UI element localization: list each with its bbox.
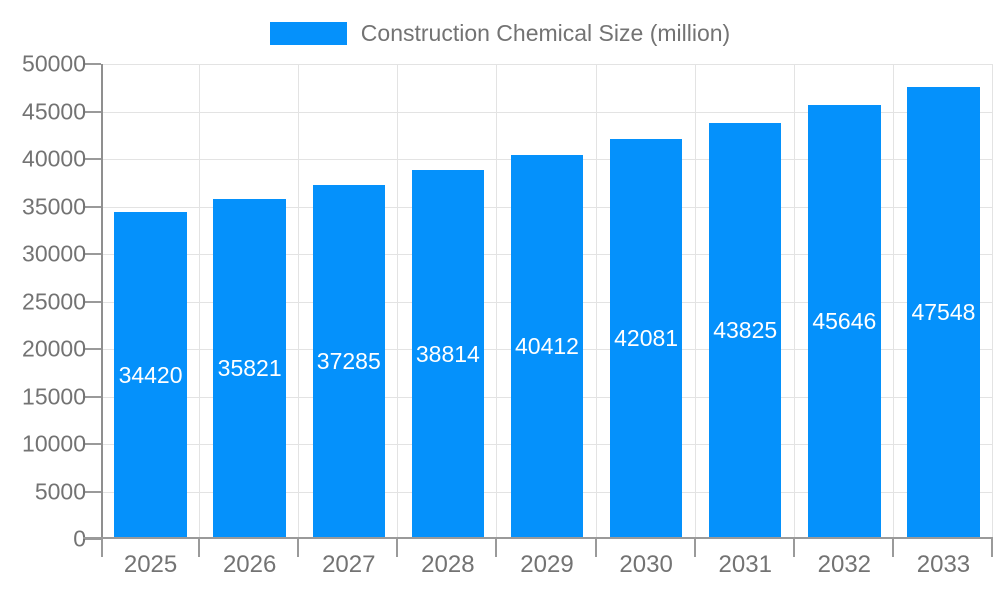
- x-axis-labels: 2025 2026 2027 2028 2029 2030 2031 2032 2033: [101, 551, 993, 583]
- y-axis-tick: [83, 63, 101, 65]
- legend-swatch-icon: [269, 21, 347, 45]
- y-tick-label: 30000: [22, 240, 86, 267]
- bar-2031[interactable]: 43825: [709, 122, 782, 539]
- y-tick-label: 25000: [22, 288, 86, 314]
- gridline-vertical: [397, 64, 399, 539]
- y-tick-label: 35000: [22, 193, 86, 219]
- y-tick-label: 20000: [22, 335, 86, 362]
- x-tick-label: 2026: [222, 551, 277, 578]
- y-axis-tick: [83, 110, 101, 113]
- x-tick-label: 2032: [817, 551, 872, 578]
- gridline-vertical: [694, 64, 696, 539]
- y-tick-label: 15000: [22, 383, 86, 409]
- gridline-vertical: [892, 64, 894, 539]
- x-tick-label: 2033: [916, 551, 971, 578]
- y-axis-tick: [83, 490, 101, 493]
- gridline-vertical: [298, 64, 300, 539]
- bar-2033[interactable]: 47548: [907, 87, 980, 539]
- bar-2029[interactable]: 40412: [510, 155, 584, 539]
- y-axis-tick: [83, 395, 101, 398]
- y-tick-label: 10000: [22, 430, 86, 457]
- y-axis-tick: [83, 348, 101, 350]
- x-tick-label: 2031: [718, 551, 772, 578]
- bar-2026[interactable]: 35821: [213, 198, 286, 539]
- x-tick-label: 2025: [123, 551, 178, 578]
- y-axis-tick: [83, 443, 101, 445]
- y-tick-label: 40000: [22, 145, 86, 172]
- bar-2032[interactable]: 45646: [808, 105, 881, 539]
- bar-value-label: 45646: [812, 308, 877, 335]
- y-axis-line: [101, 64, 103, 539]
- y-axis-tick: [83, 205, 101, 208]
- bar-2025[interactable]: 34420: [114, 212, 187, 539]
- gridline-vertical: [496, 64, 498, 539]
- legend[interactable]: Construction Chemical Size (million): [0, 20, 1000, 46]
- bar-value-label: 43825: [713, 317, 778, 344]
- gridline-vertical: [793, 64, 795, 539]
- bar-value-label: 34420: [118, 361, 183, 388]
- bar-value-label: 37285: [316, 348, 381, 375]
- y-tick-label: 45000: [22, 98, 86, 124]
- gridline-vertical: [199, 64, 201, 539]
- x-axis-tick: [396, 539, 399, 557]
- bar-2030[interactable]: 42081: [609, 139, 683, 539]
- x-axis-tick: [693, 539, 696, 557]
- x-tick-label: 2028: [421, 551, 475, 578]
- bar-value-label: 42081: [614, 325, 679, 352]
- y-axis-labels: 0 5000 10000 15000 20000 25000 30000 35000 40000…: [0, 52, 86, 550]
- bar-2028[interactable]: 38814: [411, 170, 485, 539]
- gridline-vertical: [992, 64, 993, 539]
- gridline-horizontal: [101, 64, 993, 65]
- x-axis-tick: [198, 539, 201, 557]
- x-tick-label: 2029: [520, 551, 574, 578]
- x-axis-tick: [594, 539, 597, 557]
- x-axis-line: [83, 537, 993, 539]
- y-tick-label: 50000: [22, 50, 86, 77]
- x-axis-tick: [297, 539, 300, 557]
- bar-value-label: 40412: [515, 333, 579, 360]
- gridline-horizontal: [101, 111, 993, 113]
- bar-value-label: 38814: [415, 340, 480, 367]
- y-tick-label: 5000: [34, 478, 86, 504]
- y-axis-tick: [83, 253, 101, 255]
- y-axis-tick: [83, 300, 101, 303]
- y-axis-tick: [83, 158, 101, 160]
- x-axis-tick: [891, 539, 894, 557]
- x-axis-tick: [991, 539, 993, 557]
- bar-value-label: 47548: [911, 299, 976, 326]
- plot-area: 34420 35821 37285 38814 40412 42081 43825 45646…: [83, 63, 993, 557]
- x-tick-label: 2027: [322, 551, 376, 578]
- y-tick-label: 0: [73, 525, 86, 552]
- gridline-vertical: [595, 64, 597, 539]
- x-axis-tick: [495, 539, 498, 557]
- x-axis-tick: [792, 539, 795, 557]
- bar-value-label: 35821: [217, 355, 282, 382]
- x-axis-tick: [101, 539, 103, 557]
- bar-2027[interactable]: 37285: [312, 184, 385, 539]
- legend-label: Construction Chemical Size (million): [360, 19, 731, 46]
- y-axis-tick: [83, 538, 101, 540]
- x-tick-label: 2030: [619, 551, 673, 578]
